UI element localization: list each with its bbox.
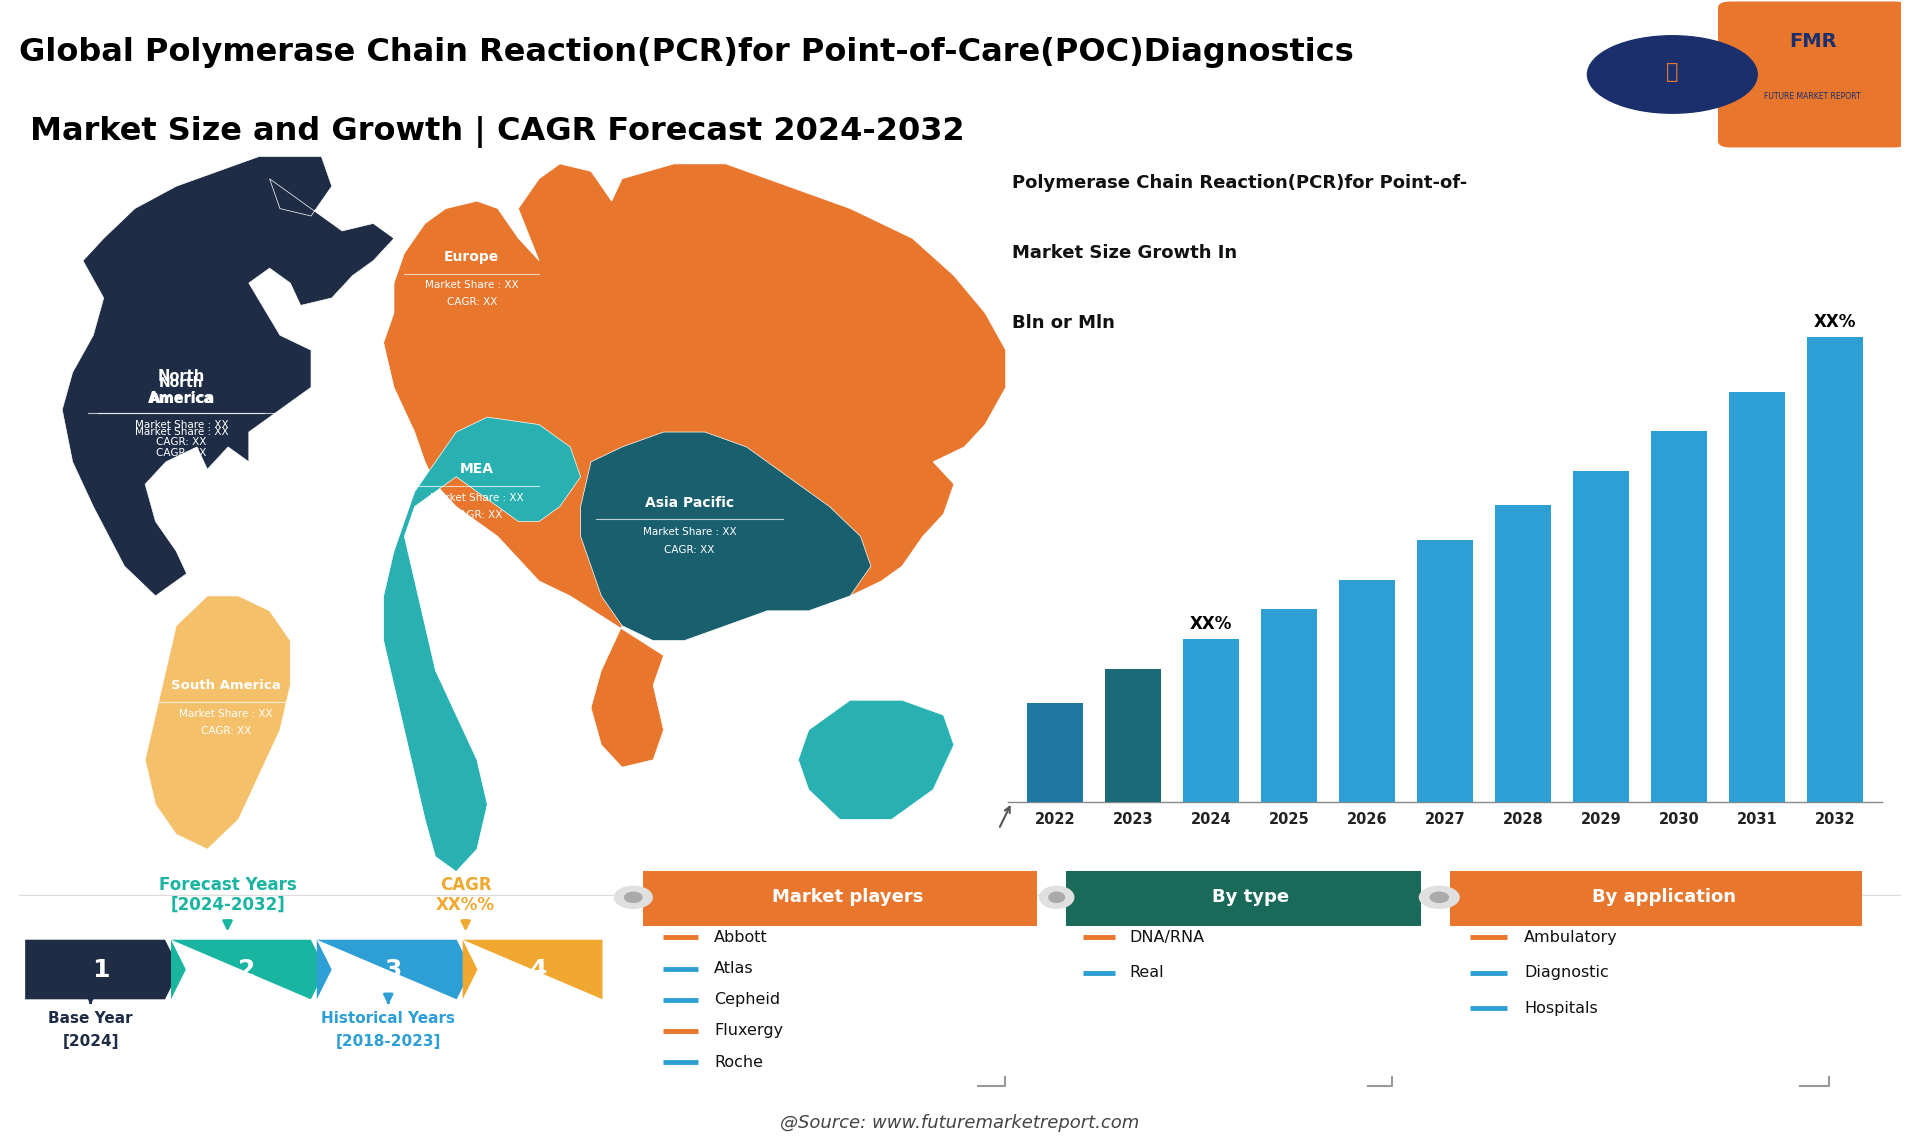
Text: Market Share : XX: Market Share : XX [134, 427, 228, 437]
Bar [1417, 540, 1473, 802]
Text: CAGR: XX: CAGR: XX [664, 544, 714, 555]
Circle shape [1588, 36, 1757, 113]
Text: @Source: www.futuremarketreport.com: @Source: www.futuremarketreport.com [780, 1114, 1140, 1132]
Text: Fluxergy: Fluxergy [714, 1023, 783, 1038]
Polygon shape [580, 432, 872, 641]
Text: 3: 3 [384, 958, 401, 981]
Polygon shape [171, 940, 326, 999]
Text: CAGR: XX: CAGR: XX [202, 725, 252, 736]
Text: 1: 1 [92, 958, 109, 981]
FancyBboxPatch shape [1444, 916, 1868, 1104]
Circle shape [1048, 893, 1064, 902]
Text: America: America [148, 391, 215, 406]
FancyBboxPatch shape [628, 869, 1052, 926]
Text: Market Size and Growth | CAGR Forecast 2024-2032: Market Size and Growth | CAGR Forecast 2… [19, 116, 966, 148]
Text: CAGR: XX: CAGR: XX [156, 448, 207, 458]
Text: Forecast Years: Forecast Years [159, 876, 296, 894]
Circle shape [624, 893, 641, 902]
Text: Asia Pacific: Asia Pacific [645, 496, 733, 510]
Text: [2024]: [2024] [61, 1034, 119, 1049]
Bar [1807, 337, 1862, 802]
Bar [1728, 392, 1786, 802]
Bar [1261, 610, 1317, 802]
Text: Hospitals: Hospitals [1524, 1000, 1597, 1017]
Bar [1104, 668, 1162, 802]
Text: XX%%: XX%% [436, 896, 495, 915]
Polygon shape [61, 156, 394, 596]
Text: Global Polymerase Chain Reaction(PCR)for Point-of-Care(POC)Diagnostics: Global Polymerase Chain Reaction(PCR)for… [19, 37, 1354, 69]
Text: FUTURE MARKET REPORT: FUTURE MARKET REPORT [1764, 93, 1860, 101]
Text: Market players: Market players [772, 888, 924, 906]
Bar [1027, 704, 1083, 802]
Circle shape [1419, 886, 1459, 909]
Polygon shape [384, 417, 580, 871]
Bar [1651, 431, 1707, 802]
Text: Atlas: Atlas [714, 961, 755, 976]
Text: [2024-2032]: [2024-2032] [171, 896, 284, 915]
Text: MEA: MEA [461, 462, 493, 477]
Text: South America: South America [171, 678, 280, 692]
Text: CAGR: XX: CAGR: XX [156, 437, 207, 447]
Bar [1183, 639, 1238, 802]
Polygon shape [463, 940, 603, 999]
Text: [2018-2023]: [2018-2023] [336, 1034, 442, 1049]
Text: Base Year: Base Year [48, 1011, 132, 1026]
Bar [1494, 505, 1551, 802]
FancyBboxPatch shape [1060, 916, 1427, 1104]
Polygon shape [799, 700, 954, 819]
Text: CAGR: XX: CAGR: XX [451, 510, 503, 520]
Bar [1338, 580, 1394, 802]
Text: XX%: XX% [1190, 615, 1233, 633]
Text: Market Share : XX: Market Share : XX [179, 708, 273, 719]
Text: North: North [157, 369, 205, 384]
Circle shape [1430, 893, 1448, 902]
Text: Cepheid: Cepheid [714, 992, 780, 1007]
Text: 🦅: 🦅 [1667, 62, 1678, 81]
FancyBboxPatch shape [1432, 869, 1880, 926]
Text: Market Share : XX: Market Share : XX [643, 527, 735, 536]
Text: Europe: Europe [444, 250, 499, 264]
Text: Abbott: Abbott [714, 929, 768, 945]
Text: Bln or Mln: Bln or Mln [1012, 314, 1116, 332]
Text: FMR: FMR [1789, 32, 1837, 52]
FancyBboxPatch shape [637, 916, 1043, 1104]
Text: Real: Real [1129, 965, 1164, 981]
Text: By type: By type [1212, 888, 1288, 906]
Text: CAGR: XX: CAGR: XX [447, 297, 497, 307]
Polygon shape [146, 596, 290, 849]
Circle shape [1039, 886, 1073, 909]
Text: Polymerase Chain Reaction(PCR)for Point-of-: Polymerase Chain Reaction(PCR)for Point-… [1012, 174, 1467, 193]
Bar [1572, 471, 1628, 802]
Text: XX%: XX% [1814, 313, 1857, 331]
Text: Market Share : XX: Market Share : XX [134, 419, 228, 430]
Text: DNA/RNA: DNA/RNA [1129, 929, 1204, 945]
Text: Roche: Roche [714, 1054, 762, 1069]
FancyBboxPatch shape [1052, 869, 1434, 926]
Text: Market Share : XX: Market Share : XX [430, 493, 524, 503]
Polygon shape [317, 940, 472, 999]
Text: Market Share : XX: Market Share : XX [424, 281, 518, 290]
Text: Ambulatory: Ambulatory [1524, 929, 1619, 945]
Text: CAGR: CAGR [440, 876, 492, 894]
Text: Diagnostic: Diagnostic [1524, 965, 1609, 981]
Text: 2: 2 [238, 958, 255, 981]
Text: Historical Years: Historical Years [321, 1011, 455, 1026]
Polygon shape [25, 940, 180, 999]
Polygon shape [384, 164, 1006, 768]
FancyBboxPatch shape [1718, 1, 1907, 148]
Text: By application: By application [1592, 888, 1736, 906]
Text: 4: 4 [530, 958, 547, 981]
Text: Market Size Growth In: Market Size Growth In [1012, 244, 1236, 262]
Circle shape [614, 886, 653, 909]
Text: North
America: North America [150, 376, 213, 406]
